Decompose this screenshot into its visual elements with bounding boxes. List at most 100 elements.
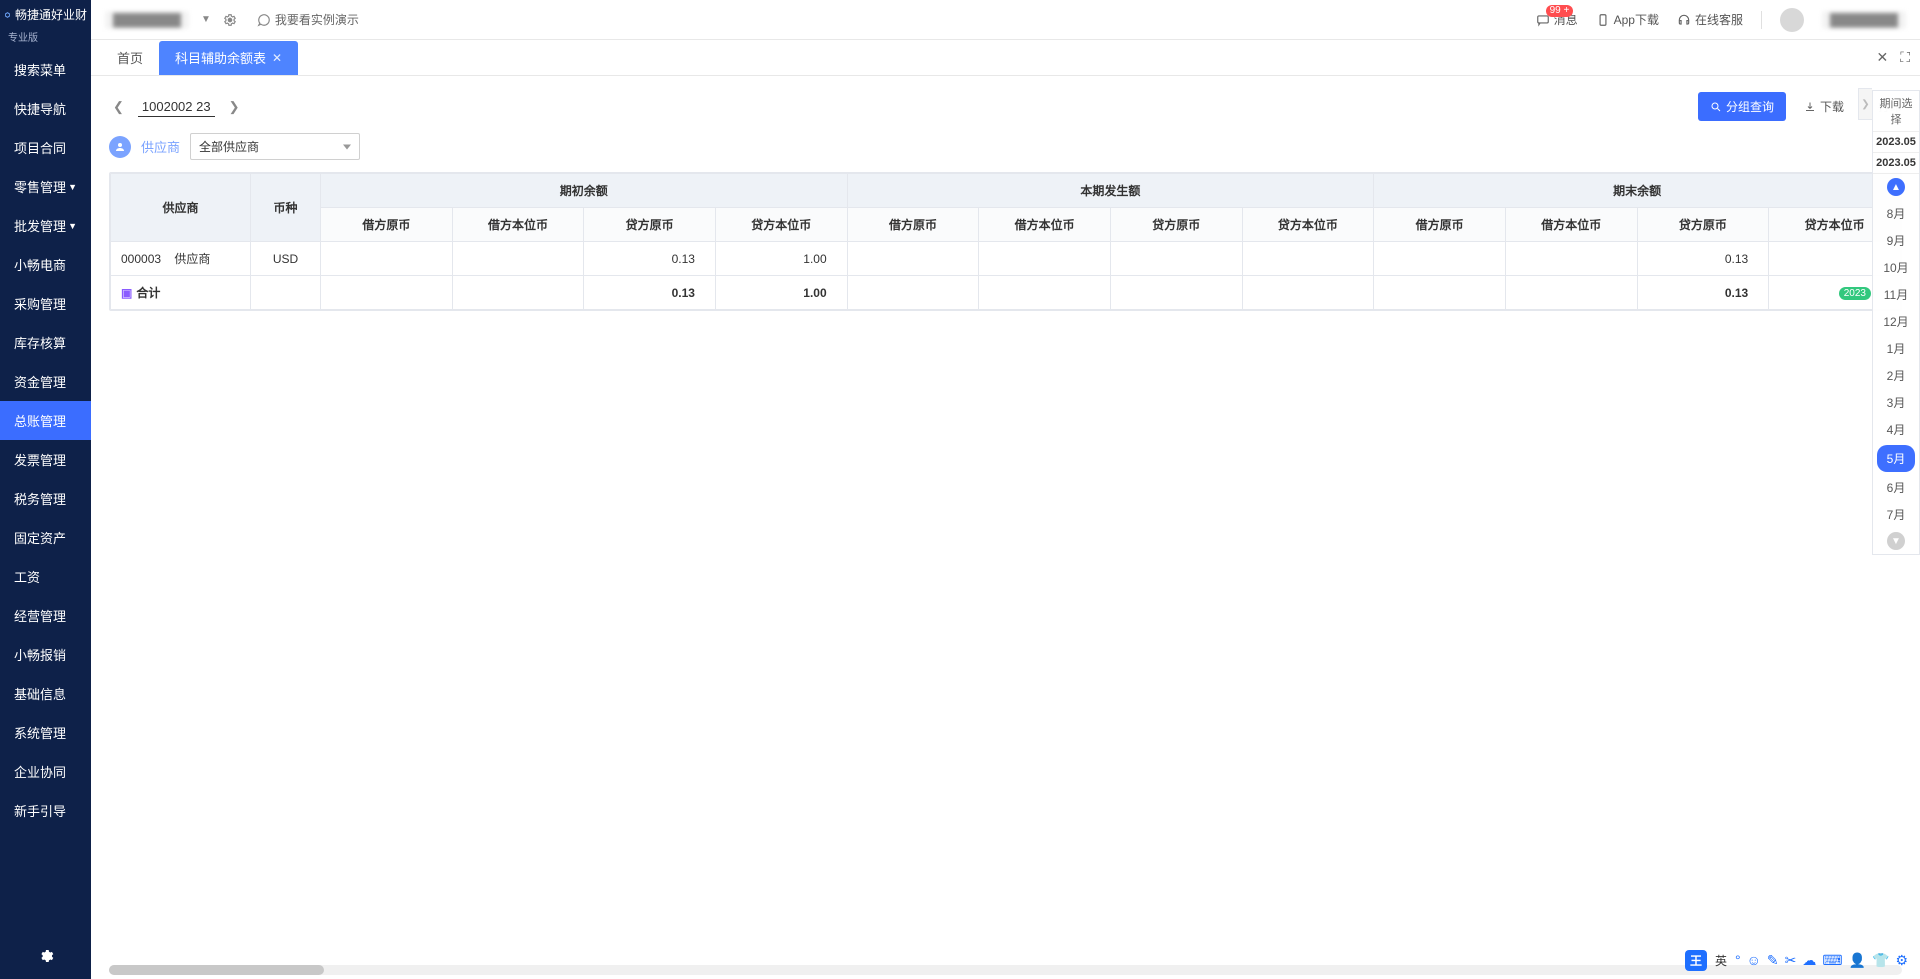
- brand-logo: 畅捷通好业财: [0, 0, 91, 29]
- ime-bar: 王 英 ° ☺ ✎ ✂ ☁ ⌨ 👤 👕 ⚙: [1685, 950, 1908, 971]
- demo-label: 我要看实例演示: [275, 11, 359, 28]
- avatar[interactable]: [1780, 8, 1804, 32]
- close-all-icon[interactable]: ✕: [1876, 49, 1888, 66]
- sidebar-item-13[interactable]: 工资: [0, 557, 91, 596]
- company-selector[interactable]: ████████: [105, 11, 189, 29]
- group-query-label: 分组查询: [1726, 98, 1774, 115]
- period-month-3[interactable]: 11月: [1873, 281, 1919, 308]
- sidebar-item-12[interactable]: 固定资产: [0, 518, 91, 557]
- company-chevron-icon[interactable]: ▼: [201, 14, 211, 25]
- sidebar: 畅捷通好业财 专业版 搜索菜单快捷导航项目合同零售管理▼批发管理▼小畅电商采购管…: [0, 0, 91, 979]
- download-icon: [1804, 101, 1816, 113]
- group-query-button[interactable]: 分组查询: [1698, 92, 1786, 121]
- ime-icon-smile[interactable]: ☺: [1747, 952, 1761, 969]
- headset-icon: [1677, 13, 1691, 27]
- period-month-7[interactable]: 3月: [1873, 389, 1919, 416]
- tab-bar: 首页 科目辅助余额表 ✕ ✕ ⛶: [91, 40, 1920, 76]
- service-link[interactable]: 在线客服: [1677, 11, 1743, 28]
- sidebar-item-7[interactable]: 库存核算: [0, 323, 91, 362]
- period-month-10[interactable]: 6月: [1873, 474, 1919, 501]
- demo-link[interactable]: 我要看实例演示: [257, 11, 359, 28]
- sidebar-item-19[interactable]: 新手引导: [0, 791, 91, 830]
- horizontal-scrollbar[interactable]: [109, 965, 1902, 975]
- ime-lang[interactable]: 英: [1715, 952, 1727, 969]
- year-tag: 2023: [1839, 287, 1871, 300]
- message-link[interactable]: 99 + 消息: [1536, 11, 1578, 28]
- topbar: ████████ ▼ 我要看实例演示 99 + 消息 App下: [91, 0, 1920, 40]
- period-month-0[interactable]: 8月: [1873, 200, 1919, 227]
- message-badge: 99 +: [1546, 5, 1574, 17]
- fullscreen-icon[interactable]: ⛶: [1900, 49, 1910, 66]
- period-month-5[interactable]: 1月: [1873, 335, 1919, 362]
- sidebar-item-9[interactable]: 总账管理: [0, 401, 91, 440]
- period-end[interactable]: 2023.05: [1873, 153, 1919, 174]
- balance-table: 供应商币种期初余额本期发生额期末余额借方原币借方本位币贷方原币贷方本位币借方原币…: [109, 172, 1902, 311]
- sidebar-item-17[interactable]: 系统管理: [0, 713, 91, 752]
- ime-icon-1[interactable]: °: [1735, 952, 1741, 969]
- period-month-1[interactable]: 9月: [1873, 227, 1919, 254]
- sidebar-item-5[interactable]: 小畅电商: [0, 245, 91, 284]
- app-download-label: App下载: [1614, 11, 1659, 28]
- ime-icon-gear[interactable]: ⚙: [1895, 952, 1908, 969]
- sidebar-menu: 搜索菜单快捷导航项目合同零售管理▼批发管理▼小畅电商采购管理库存核算资金管理总账…: [0, 50, 91, 936]
- prev-account-icon[interactable]: ❮: [109, 99, 128, 115]
- sidebar-item-16[interactable]: 基础信息: [0, 674, 91, 713]
- download-button[interactable]: 下载: [1804, 98, 1844, 115]
- sidebar-item-10[interactable]: 发票管理: [0, 440, 91, 479]
- sidebar-item-3[interactable]: 零售管理▼: [0, 167, 91, 206]
- sidebar-item-0[interactable]: 搜索菜单: [0, 50, 91, 89]
- period-month-9[interactable]: 5月: [1877, 445, 1915, 472]
- tab-home[interactable]: 首页: [101, 40, 159, 75]
- ime-icon-keyboard[interactable]: ⌨: [1822, 952, 1842, 969]
- next-account-icon[interactable]: ❯: [225, 99, 244, 115]
- settings-icon[interactable]: [38, 948, 54, 964]
- service-label: 在线客服: [1695, 11, 1743, 28]
- period-month-6[interactable]: 2月: [1873, 362, 1919, 389]
- username[interactable]: ████████: [1822, 11, 1906, 29]
- ime-badge[interactable]: 王: [1685, 950, 1707, 971]
- close-icon[interactable]: ✕: [272, 51, 282, 65]
- ime-icon-shirt[interactable]: 👕: [1872, 952, 1889, 969]
- brand-edition: 专业版: [0, 29, 91, 50]
- search-icon: [1710, 101, 1722, 113]
- ime-icon-person[interactable]: 👤: [1849, 952, 1866, 969]
- supplier-select-value: 全部供应商: [199, 140, 259, 154]
- period-start[interactable]: 2023.05: [1873, 132, 1919, 153]
- period-expand-icon[interactable]: ❯: [1858, 88, 1872, 120]
- brand-icon: [4, 7, 11, 23]
- table-total-row: ▣合计0.131.000.13: [111, 276, 1901, 310]
- period-scroll-up[interactable]: ▲: [1873, 174, 1919, 200]
- period-month-11[interactable]: 7月: [1873, 501, 1919, 528]
- period-month-8[interactable]: 4月: [1873, 416, 1919, 443]
- brand-name: 畅捷通好业财: [15, 6, 87, 23]
- sidebar-item-2[interactable]: 项目合同: [0, 128, 91, 167]
- sidebar-item-1[interactable]: 快捷导航: [0, 89, 91, 128]
- period-panel: 期间选择 2023.05 2023.05 ▲ 8月9月10月11月12月1月2月…: [1872, 90, 1920, 555]
- sidebar-item-11[interactable]: 税务管理: [0, 479, 91, 518]
- ime-icon-scissors[interactable]: ✂: [1785, 952, 1797, 969]
- supplier-select[interactable]: 全部供应商: [190, 133, 360, 160]
- period-month-2[interactable]: 10月: [1873, 254, 1919, 281]
- sidebar-item-14[interactable]: 经营管理: [0, 596, 91, 635]
- download-label: 下载: [1820, 98, 1844, 115]
- sidebar-item-8[interactable]: 资金管理: [0, 362, 91, 401]
- app-download-link[interactable]: App下载: [1596, 11, 1659, 28]
- sidebar-footer: [0, 936, 91, 979]
- sidebar-item-6[interactable]: 采购管理: [0, 284, 91, 323]
- period-title: 期间选择: [1873, 91, 1919, 132]
- supplier-badge-icon: [109, 136, 131, 158]
- tab-balance-sheet[interactable]: 科目辅助余额表 ✕: [159, 41, 298, 75]
- sidebar-item-15[interactable]: 小畅报销: [0, 635, 91, 674]
- sidebar-item-18[interactable]: 企业协同: [0, 752, 91, 791]
- gear-icon[interactable]: [223, 13, 237, 27]
- table-row[interactable]: 000003 供应商USD0.131.000.13: [111, 242, 1901, 276]
- divider: [1761, 11, 1762, 29]
- tab-label: 科目辅助余额表: [175, 48, 266, 67]
- ime-icon-cloud[interactable]: ☁: [1802, 952, 1816, 969]
- ime-icon-edit[interactable]: ✎: [1767, 952, 1779, 969]
- account-code[interactable]: 1002002 23: [138, 97, 215, 117]
- period-month-4[interactable]: 12月: [1873, 308, 1919, 335]
- period-scroll-down[interactable]: ▼: [1873, 528, 1919, 554]
- sidebar-item-4[interactable]: 批发管理▼: [0, 206, 91, 245]
- content-area: ❮ 1002002 23 ❯ 分组查询 下载 打印: [91, 76, 1920, 979]
